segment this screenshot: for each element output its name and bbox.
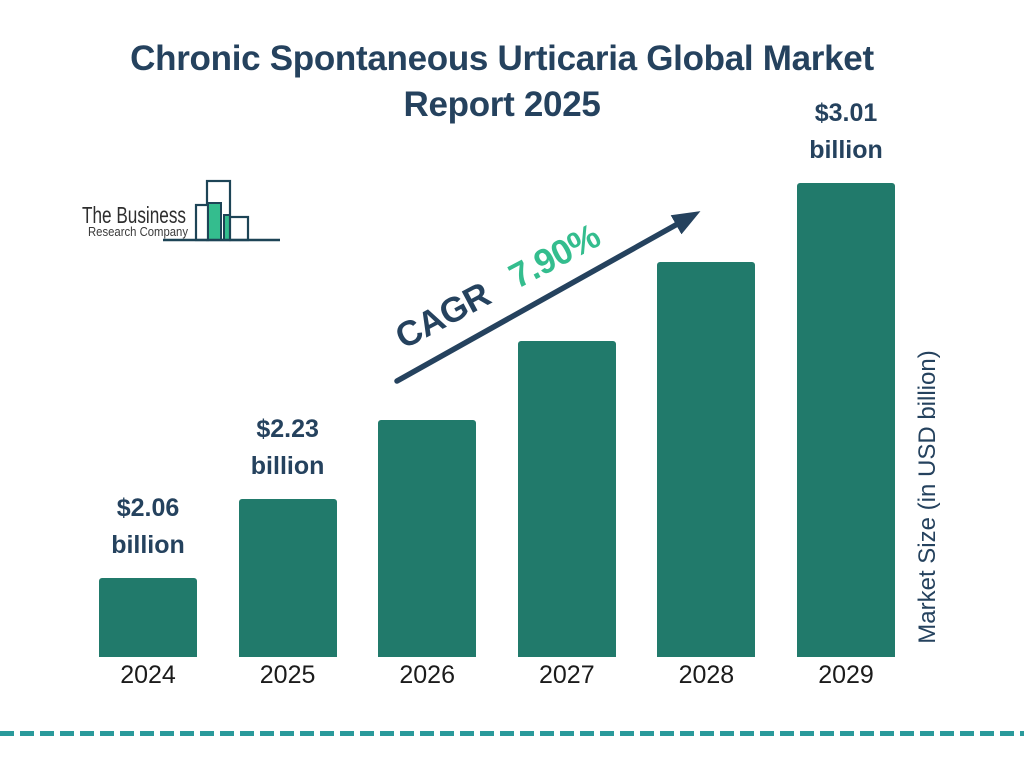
bar-value-label-2025: $2.23 billion: [250, 415, 325, 480]
bar-2028: [657, 262, 756, 657]
bar-2027: [517, 341, 616, 657]
logo-name: The Business: [82, 202, 186, 228]
x-tick-2024: 2024: [120, 661, 176, 689]
cagr-annotation: CAGR 7.90%: [387, 214, 610, 359]
bar-value-label-2024: $2.06 billion: [111, 494, 185, 559]
x-tick-2027: 2027: [538, 661, 595, 689]
bar-2025: [238, 499, 337, 657]
y-axis-label: Market Size (in USD billion): [914, 350, 941, 644]
bar-2029: [797, 183, 895, 657]
cagr-value: 7.90%: [502, 216, 607, 297]
bar-2024: [99, 578, 197, 657]
x-tick-2026: 2026: [399, 661, 455, 689]
x-tick-2029: 2029: [818, 661, 874, 689]
chart-title-line2: Report 2025: [403, 85, 601, 124]
bottom-dashed-divider: [0, 731, 1024, 736]
bar-value-label-2029: $3.01 billion: [809, 99, 883, 164]
logo-subname: Research Company: [88, 225, 189, 239]
company-logo: The Business Research Company: [82, 179, 280, 242]
chart-title-line1: Chronic Spontaneous Urticaria Global Mar…: [130, 39, 874, 78]
chart-title: Chronic Spontaneous Urticaria Global Mar…: [0, 36, 1004, 128]
logo-bars-icon: [163, 179, 280, 242]
x-tick-2025: 2025: [259, 661, 316, 689]
bar-2026: [378, 420, 477, 657]
x-tick-2028: 2028: [678, 661, 735, 689]
cagr-label: CAGR: [389, 274, 497, 357]
